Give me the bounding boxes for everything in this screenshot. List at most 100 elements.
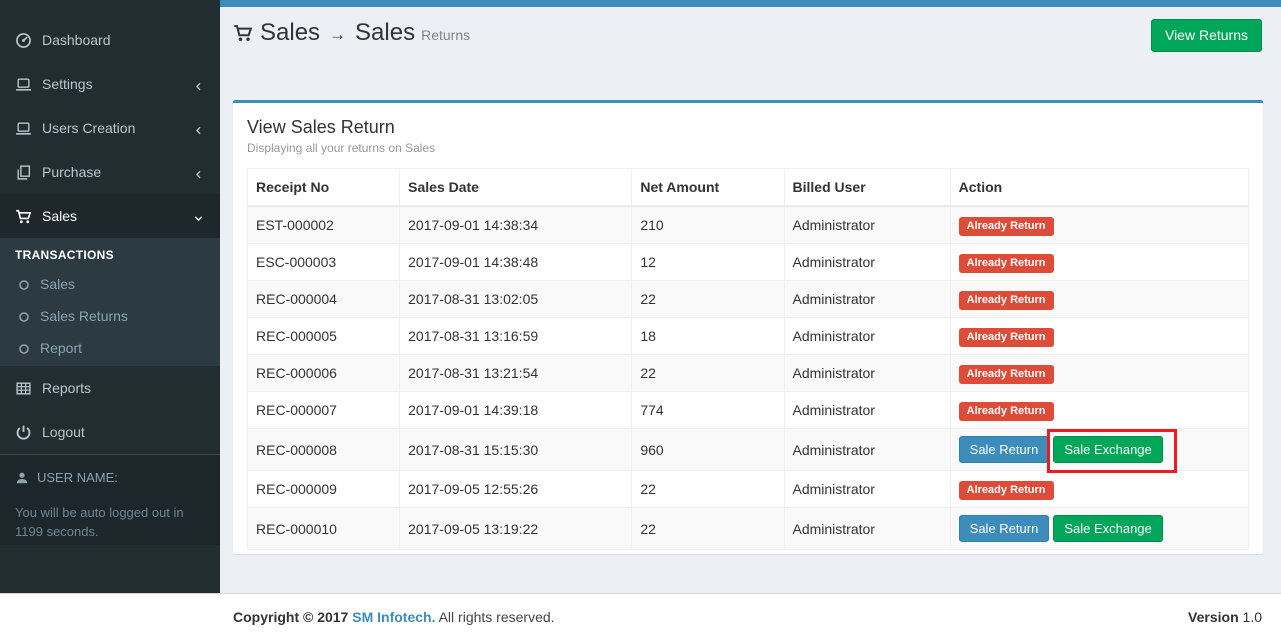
panel-title: View Sales Return [247, 117, 395, 137]
column-header: Net Amount [631, 168, 785, 207]
footer: Copyright © 2017 SM Infotech. All rights… [0, 593, 1281, 639]
circle-o-icon [17, 309, 31, 323]
sales-table-body: EST-000002 2017-09-01 14:38:34 210 Administ… [246, 205, 1250, 550]
action-cell: Already Return [949, 280, 1250, 318]
receipt-no-cell: REC-000006 [246, 354, 401, 392]
sidebar-item-sales[interactable]: Sales [0, 194, 220, 238]
net-amount-cell: 960 [631, 428, 785, 471]
sidebar-item-label: Dashboard [42, 32, 111, 48]
rights-text: All rights reserved. [438, 608, 555, 625]
already-return-badge: Already Return [958, 481, 1054, 500]
net-amount-cell: 12 [631, 243, 785, 281]
copyright-text: Copyright © 2017 SM Infotech. All rights… [233, 609, 555, 625]
top-navbar-strip [220, 0, 1281, 7]
net-amount-cell: 22 [631, 280, 785, 318]
copyright-prefix: Copyright © 2017 [233, 608, 349, 625]
table-row: EST-000002 2017-09-01 14:38:34 210 Administ… [246, 205, 1250, 244]
sale-return-button[interactable]: Sale Return [958, 515, 1050, 542]
circle-o-icon [17, 277, 31, 291]
sale-exchange-button[interactable]: Sale Exchange [1053, 515, 1163, 542]
chevron-left-icon [192, 166, 205, 179]
content-header: Sales → Sales Returns View Returns [220, 7, 1281, 52]
sidebar-item-settings[interactable]: Settings [0, 62, 220, 106]
laptop-icon [15, 76, 32, 93]
action-cell: Sale Return Sale Exchange [949, 507, 1250, 550]
sale-exchange-button[interactable]: Sale Exchange [1053, 436, 1163, 463]
user-panel: USER NAME: You will be auto logged out i… [0, 454, 220, 545]
sidebar-item-label: Logout [42, 424, 85, 440]
chevron-down-icon [192, 210, 205, 223]
sidebar-menu: Dashboard Settings Users Creation [0, 0, 220, 545]
cart-icon [15, 208, 32, 225]
view-returns-button[interactable]: View Returns [1150, 19, 1262, 52]
sidebar-item-label: Users Creation [42, 120, 136, 136]
already-return-badge: Already Return [958, 291, 1054, 310]
column-header: Receipt No [246, 168, 401, 207]
sidebar-item-label: Settings [42, 76, 93, 92]
column-header: Sales Date [399, 168, 633, 207]
sidebar-item-users-creation[interactable]: Users Creation [0, 106, 220, 150]
sidebar-item-purchase[interactable]: Purchase [0, 150, 220, 194]
net-amount-cell: 18 [631, 317, 785, 355]
chevron-left-icon [192, 122, 205, 135]
power-icon [15, 424, 32, 441]
submenu-item-sales-returns[interactable]: Sales Returns [0, 300, 220, 332]
cart-icon [233, 23, 253, 43]
sales-date-cell: 2017-08-31 13:21:54 [399, 354, 633, 392]
sidebar-item-label: Purchase [42, 164, 102, 180]
copy-icon [15, 164, 32, 181]
breadcrumb-section: Sales [260, 19, 321, 46]
net-amount-cell: 210 [631, 205, 785, 244]
action-cell: Already Return [949, 243, 1250, 281]
breadcrumb-page: Sales [355, 19, 416, 46]
panel-subtitle: Displaying all your returns on Sales [247, 141, 436, 155]
breadcrumb-arrow-icon: → [329, 25, 347, 44]
sales-date-cell: 2017-09-01 14:38:48 [399, 243, 633, 281]
sidebar-item-reports[interactable]: Reports [0, 366, 220, 410]
sales-date-cell: 2017-09-01 14:38:34 [399, 205, 633, 244]
sidebar-item-dashboard[interactable]: Dashboard [0, 18, 220, 62]
billed-user-cell: Administrator [783, 205, 951, 244]
action-cell: Already Return [949, 317, 1250, 355]
sales-date-cell: 2017-08-31 13:16:59 [399, 317, 633, 355]
billed-user-cell: Administrator [783, 391, 951, 429]
highlight-annotation-wrapper: Sale Exchange [1047, 429, 1177, 473]
sales-date-cell: 2017-08-31 13:02:05 [399, 280, 633, 318]
table-row: REC-000004 2017-08-31 13:02:05 22 Administr… [246, 280, 1250, 318]
billed-user-cell: Administrator [783, 428, 951, 471]
version-text: Version 1.0 [1188, 609, 1262, 625]
action-cell: Sale Return Sale Exchange [949, 428, 1250, 473]
receipt-no-cell: REC-000005 [246, 317, 401, 355]
already-return-badge: Already Return [958, 402, 1054, 421]
chevron-left-icon [192, 78, 205, 91]
column-header: Billed User [783, 168, 951, 207]
action-cell: Already Return [949, 354, 1250, 392]
already-return-badge: Already Return [958, 365, 1054, 384]
receipt-no-cell: REC-000004 [246, 280, 401, 318]
main-content: Sales → Sales Returns View Returns View … [220, 0, 1281, 593]
table-header-row: Receipt No Sales Date Net Amount Billed Use… [246, 168, 1250, 207]
sales-date-cell: 2017-09-05 12:55:26 [399, 470, 633, 508]
submenu-item-sales[interactable]: Sales [0, 268, 220, 300]
billed-user-cell: Administrator [783, 243, 951, 281]
submenu-item-label: Report [40, 340, 83, 356]
sales-date-cell: 2017-09-05 13:19:22 [399, 507, 633, 550]
receipt-no-cell: ESC-000003 [246, 243, 401, 281]
version-value: 1.0 [1242, 608, 1262, 625]
sidebar-item-logout[interactable]: Logout [0, 410, 220, 454]
sale-return-button[interactable]: Sale Return [958, 436, 1050, 463]
table-row: REC-000010 2017-09-05 13:19:22 22 Administr… [246, 507, 1250, 550]
table-row: REC-000007 2017-09-01 14:39:18 774 Administ… [246, 391, 1250, 429]
company-link[interactable]: SM Infotech. [352, 608, 436, 625]
table-row: REC-000008 2017-08-31 15:15:30 960 Administ… [246, 428, 1250, 473]
net-amount-cell: 22 [631, 470, 785, 508]
submenu-item-report[interactable]: Report [0, 332, 220, 364]
sidebar-item-label: Reports [42, 380, 92, 396]
billed-user-cell: Administrator [783, 470, 951, 508]
submenu-item-label: Sales Returns [40, 308, 128, 324]
table-icon [15, 380, 32, 397]
already-return-badge: Already Return [958, 328, 1054, 347]
sales-return-panel: View Sales Return Displaying all your re… [233, 100, 1263, 554]
sales-returns-table: Receipt No Sales Date Net Amount Billed Use… [246, 168, 1250, 550]
laptop-icon [15, 120, 32, 137]
